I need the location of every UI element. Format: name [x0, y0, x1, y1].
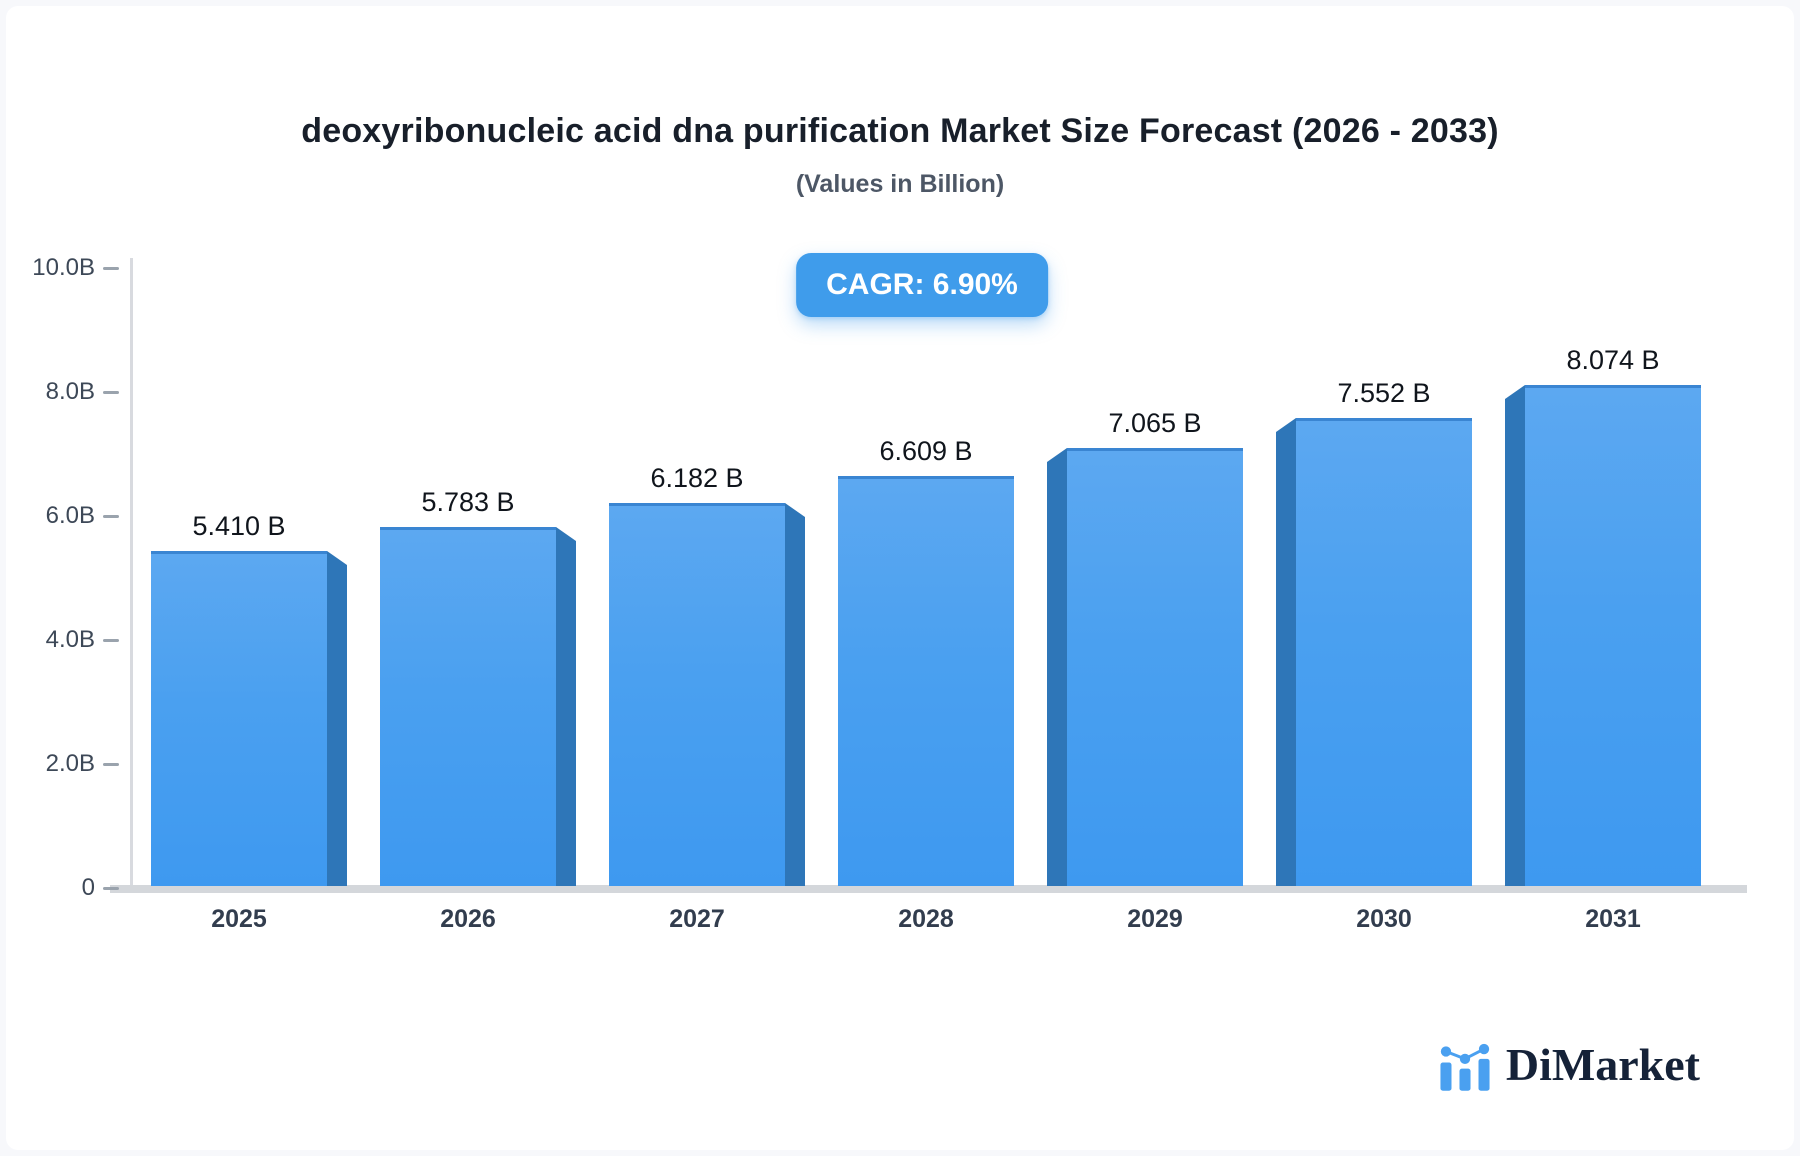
x-axis-baseline — [110, 885, 1747, 893]
y-axis-line — [130, 258, 133, 888]
bar-value-label: 5.410 B — [192, 511, 286, 541]
y-axis-tick-mark — [103, 639, 119, 642]
bar-value-label: 7.552 B — [1337, 378, 1431, 408]
chart-title: deoxyribonucleic acid dna purification M… — [301, 112, 1499, 150]
bar-3d-side — [327, 551, 347, 886]
brand-logo: DiMarket — [1438, 1038, 1700, 1091]
bar — [151, 551, 327, 886]
y-axis-tick-label: 0 — [81, 874, 95, 901]
x-axis-category-label: 2030 — [1356, 905, 1412, 933]
bar-value-label: 6.609 B — [879, 436, 973, 466]
cagr-badge: CAGR: 6.90% — [796, 253, 1048, 317]
bar — [1296, 418, 1472, 886]
chart-subtitle: (Values in Billion) — [795, 170, 1005, 198]
y-axis-tick-label: 2.0B — [45, 750, 95, 777]
bar-3d-side — [1505, 385, 1525, 886]
bar — [1067, 448, 1243, 886]
x-axis-category-label: 2027 — [669, 905, 725, 933]
bar-value-label: 6.182 B — [650, 463, 744, 493]
y-axis-tick-label: 4.0B — [45, 626, 95, 653]
bar-chart-logo-icon — [1440, 1043, 1490, 1091]
x-axis-category-label: 2028 — [898, 905, 954, 933]
bar-3d-side — [1276, 418, 1296, 886]
brand-logo-text: DiMarket — [1505, 1039, 1700, 1090]
y-axis-tick-mark — [103, 515, 119, 518]
bar — [838, 476, 1014, 886]
y-axis-tick-mark — [103, 391, 119, 394]
x-axis-category-label: 2031 — [1585, 905, 1641, 933]
y-axis-tick-mark — [103, 267, 119, 270]
bar-3d-side — [785, 503, 805, 886]
bar-value-label: 7.065 B — [1108, 408, 1202, 438]
y-axis-tick-label: 6.0B — [45, 502, 95, 529]
bar — [609, 503, 785, 886]
x-axis-category-label: 2029 — [1127, 905, 1183, 933]
y-axis-tick-label: 10.0B — [32, 254, 95, 281]
x-axis-category-label: 2025 — [211, 905, 267, 933]
bar-value-label: 8.074 B — [1566, 345, 1660, 375]
y-axis-tick-mark — [103, 887, 119, 890]
bar — [380, 527, 556, 886]
bar — [1525, 385, 1701, 886]
bar-3d-side — [556, 527, 576, 886]
y-axis-tick-label: 8.0B — [45, 378, 95, 405]
y-axis-tick-mark — [103, 763, 119, 766]
x-axis-category-label: 2026 — [440, 905, 496, 933]
bar-3d-side — [1047, 448, 1067, 886]
bar-value-label: 5.783 B — [421, 487, 515, 517]
